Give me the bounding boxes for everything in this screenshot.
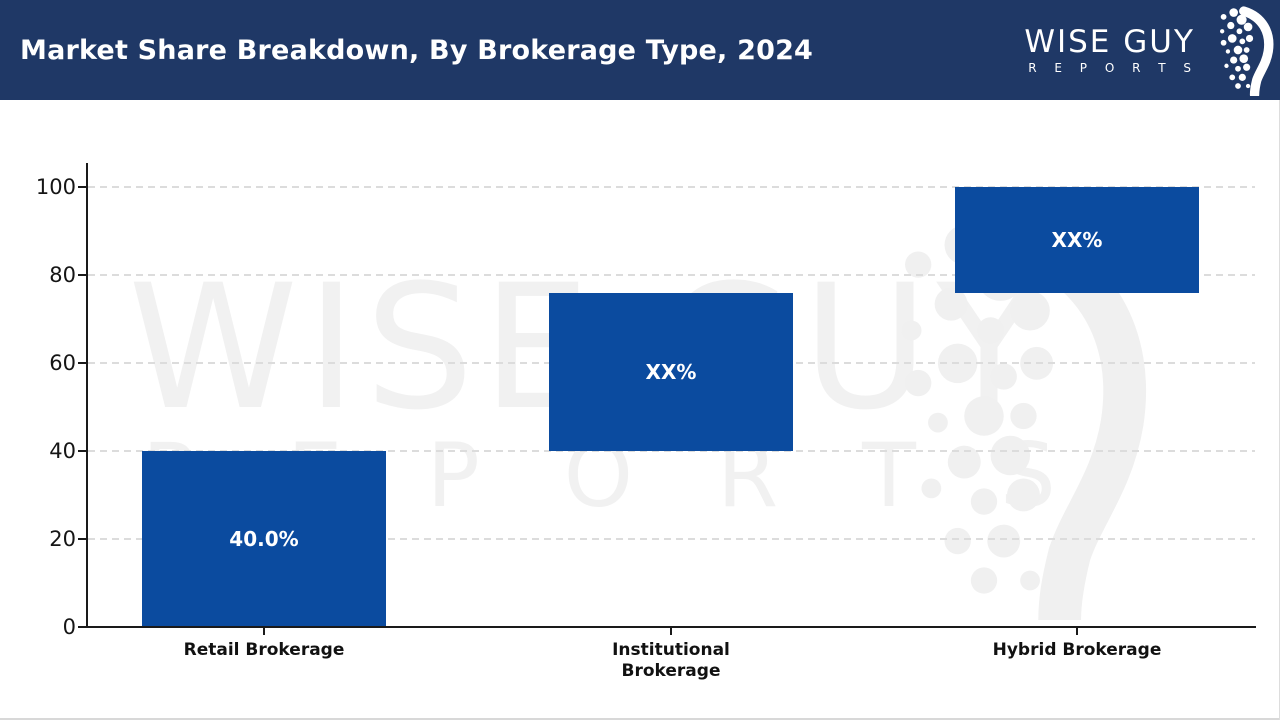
logo-face-icon <box>1220 6 1274 96</box>
bottom-border <box>0 718 1280 720</box>
y-tick-20 <box>78 538 86 540</box>
x-axis-label-2: Hybrid Brokerage <box>992 640 1162 660</box>
gridline-20 <box>88 538 1255 540</box>
y-tick-label-60: 60 <box>49 351 76 375</box>
bar-institutional-brokerage: XX% <box>549 293 793 451</box>
y-tick-label-20: 20 <box>49 527 76 551</box>
y-tick-label-0: 0 <box>62 615 76 639</box>
bar-value-label: XX% <box>645 360 697 384</box>
x-tick-0 <box>263 628 265 635</box>
logo-wordmark: WISE GUY <box>1024 23 1195 60</box>
x-axis-label-0: Retail Brokerage <box>183 640 345 660</box>
gridline-80 <box>88 274 1255 276</box>
y-tick-label-40: 40 <box>49 439 76 463</box>
y-tick-80 <box>78 274 86 276</box>
logo-text: WISE GUY R E P O R T S <box>1021 26 1198 75</box>
bar-retail-brokerage: 40.0% <box>142 451 386 627</box>
logo-subtext: R E P O R T S <box>1028 60 1198 75</box>
y-tick-40 <box>78 450 86 452</box>
x-axis-line <box>86 626 1256 628</box>
y-tick-60 <box>78 362 86 364</box>
y-tick-label-100: 100 <box>35 175 76 199</box>
y-tick-label-80: 80 <box>49 263 76 287</box>
y-axis-line <box>86 163 88 628</box>
gridline-40 <box>88 450 1255 452</box>
y-tick-100 <box>78 186 86 188</box>
page-title: Market Share Breakdown, By Brokerage Typ… <box>20 34 814 66</box>
y-tick-0 <box>78 626 86 628</box>
header: Market Share Breakdown, By Brokerage Typ… <box>0 0 1280 100</box>
gridline-100 <box>88 186 1255 188</box>
wise-guy-reports-logo: WISE GUY R E P O R T S <box>1021 0 1274 100</box>
x-axis-label-1: Institutional Brokerage <box>612 640 730 681</box>
bar-value-label: 40.0% <box>229 527 299 551</box>
bar-hybrid-brokerage: XX% <box>955 187 1199 294</box>
bar-value-label: XX% <box>1051 228 1103 253</box>
x-tick-2 <box>1076 628 1078 635</box>
x-tick-1 <box>670 628 672 635</box>
